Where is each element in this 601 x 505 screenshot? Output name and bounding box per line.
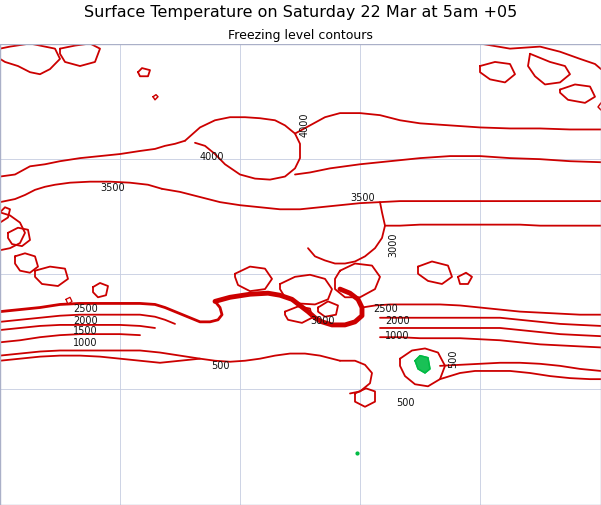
Text: Freezing level contours: Freezing level contours [228,29,373,42]
Polygon shape [415,356,430,373]
Text: 2000: 2000 [385,315,410,325]
Text: 3500: 3500 [100,182,124,192]
Text: 3000: 3000 [388,232,398,257]
Text: 1000: 1000 [385,330,409,340]
Text: Surface Temperature on Saturday 22 Mar at 5am +05: Surface Temperature on Saturday 22 Mar a… [84,5,517,20]
Text: 3000: 3000 [310,315,335,325]
Text: 500: 500 [211,360,229,370]
Text: 1000: 1000 [73,338,97,347]
Text: 2500: 2500 [373,303,398,313]
Text: 500: 500 [448,349,458,367]
Text: 4000: 4000 [200,152,225,162]
Text: 500: 500 [395,397,414,407]
Text: 2000: 2000 [73,315,97,325]
Text: 3500: 3500 [350,192,374,203]
Text: 2500: 2500 [73,303,98,313]
Text: 4000: 4000 [300,112,310,136]
Text: 1500: 1500 [73,325,97,335]
